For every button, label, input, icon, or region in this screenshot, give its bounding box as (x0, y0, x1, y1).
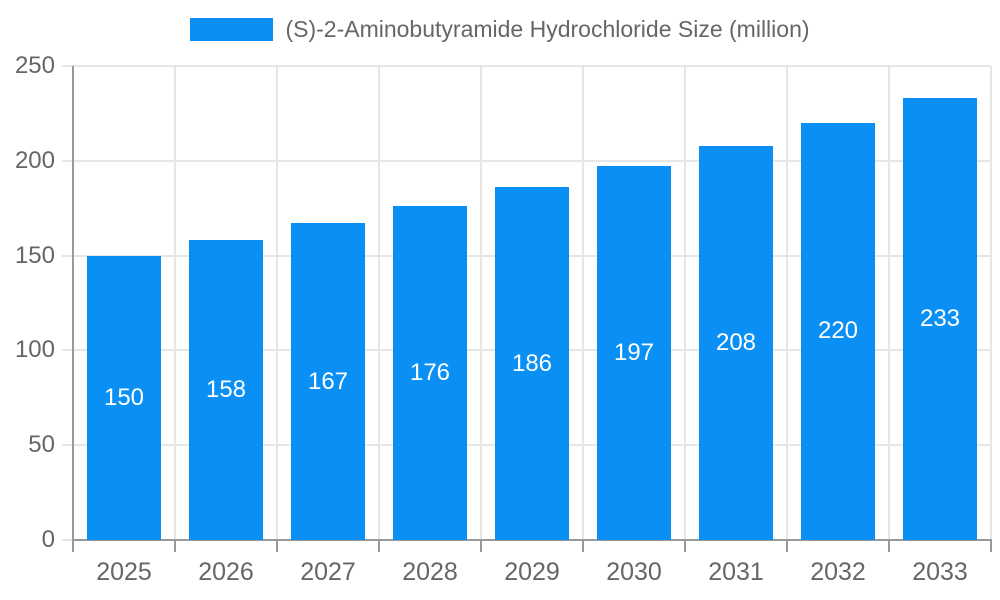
x-axis-line (72, 539, 992, 541)
x-gridline (684, 66, 686, 540)
x-axis-tick-label: 2031 (708, 558, 764, 586)
x-gridline (888, 66, 890, 540)
bar-2028[interactable] (393, 206, 467, 540)
bar-value-label: 167 (307, 367, 349, 395)
x-axis-tick-label: 2027 (300, 558, 356, 586)
bar-value-label: 158 (205, 376, 247, 404)
x-gridline (990, 66, 992, 540)
x-axis-tick-label: 2026 (198, 558, 254, 586)
x-axis-tick-label: 2032 (810, 558, 866, 586)
x-axis-tick (480, 540, 482, 552)
bar-value-label: 186 (511, 349, 553, 377)
x-axis-tick-label: 2029 (504, 558, 560, 586)
bar-value-label: 150 (103, 383, 145, 411)
bar-2025[interactable] (87, 255, 161, 540)
x-gridline (582, 66, 584, 540)
y-axis-tick-label: 150 (14, 241, 55, 269)
x-axis-tick (786, 540, 788, 552)
bar-value-label: 233 (919, 305, 961, 333)
y-gridline (62, 65, 991, 67)
legend-label: (S)-2-Aminobutyramide Hydrochloride Size… (285, 16, 810, 42)
x-axis-tick-label: 2033 (912, 558, 968, 586)
y-axis-tick-label: 50 (28, 431, 55, 459)
x-axis-tick-label: 2030 (606, 558, 662, 586)
x-axis-tick-label: 2025 (96, 558, 152, 586)
bar-2026[interactable] (189, 240, 263, 540)
x-gridline (378, 66, 380, 540)
x-gridline (276, 66, 278, 540)
x-axis-tick (276, 540, 278, 552)
x-gridline (786, 66, 788, 540)
legend-item[interactable]: (S)-2-Aminobutyramide Hydrochloride Size… (0, 16, 1000, 43)
x-axis-tick (378, 540, 380, 552)
x-axis-tick (888, 540, 890, 552)
x-axis-tick-label: 2028 (402, 558, 458, 586)
bar-2032[interactable] (801, 122, 875, 540)
y-axis-tick-label: 250 (14, 52, 55, 79)
x-gridline (174, 66, 176, 540)
bar-value-label: 176 (409, 359, 451, 387)
y-axis-tick-label: 200 (14, 146, 55, 174)
bar-value-label: 220 (817, 317, 859, 345)
x-axis-tick (684, 540, 686, 552)
bar-2031[interactable] (699, 145, 773, 540)
y-axis-tick-label: 100 (14, 336, 55, 364)
x-axis-tick (72, 540, 74, 552)
bar-2027[interactable] (291, 223, 365, 540)
y-gridline (62, 159, 991, 162)
y-axis-line (72, 66, 74, 540)
bar-value-label: 197 (613, 339, 655, 367)
bar-2033[interactable] (903, 98, 977, 540)
x-gridline (480, 66, 482, 540)
x-axis-tick (990, 540, 992, 552)
bar-2030[interactable] (597, 166, 671, 540)
y-axis-tick-label: 0 (41, 526, 55, 553)
bar-value-label: 208 (715, 328, 757, 356)
x-axis-tick (582, 540, 584, 552)
bar-2029[interactable] (495, 187, 569, 540)
x-axis-tick (174, 540, 176, 552)
legend-swatch-icon (190, 18, 274, 41)
